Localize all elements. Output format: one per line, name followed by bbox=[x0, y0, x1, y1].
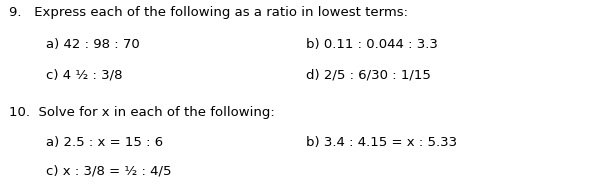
Text: 10.  Solve for x in each of the following:: 10. Solve for x in each of the following… bbox=[9, 106, 275, 119]
Text: d) 2/5 : 6/30 : 1/15: d) 2/5 : 6/30 : 1/15 bbox=[306, 68, 431, 81]
Text: b) 0.11 : 0.044 : 3.3: b) 0.11 : 0.044 : 3.3 bbox=[306, 38, 438, 51]
Text: a) 2.5 : x = 15 : 6: a) 2.5 : x = 15 : 6 bbox=[46, 136, 163, 149]
Text: c) x : 3/8 = ½ : 4/5: c) x : 3/8 = ½ : 4/5 bbox=[46, 164, 171, 177]
Text: 9.   Express each of the following as a ratio in lowest terms:: 9. Express each of the following as a ra… bbox=[9, 6, 408, 19]
Text: c) 4 ½ : 3/8: c) 4 ½ : 3/8 bbox=[46, 68, 122, 81]
Text: b) 3.4 : 4.15 = x : 5.33: b) 3.4 : 4.15 = x : 5.33 bbox=[306, 136, 457, 149]
Text: a) 42 : 98 : 70: a) 42 : 98 : 70 bbox=[46, 38, 140, 51]
